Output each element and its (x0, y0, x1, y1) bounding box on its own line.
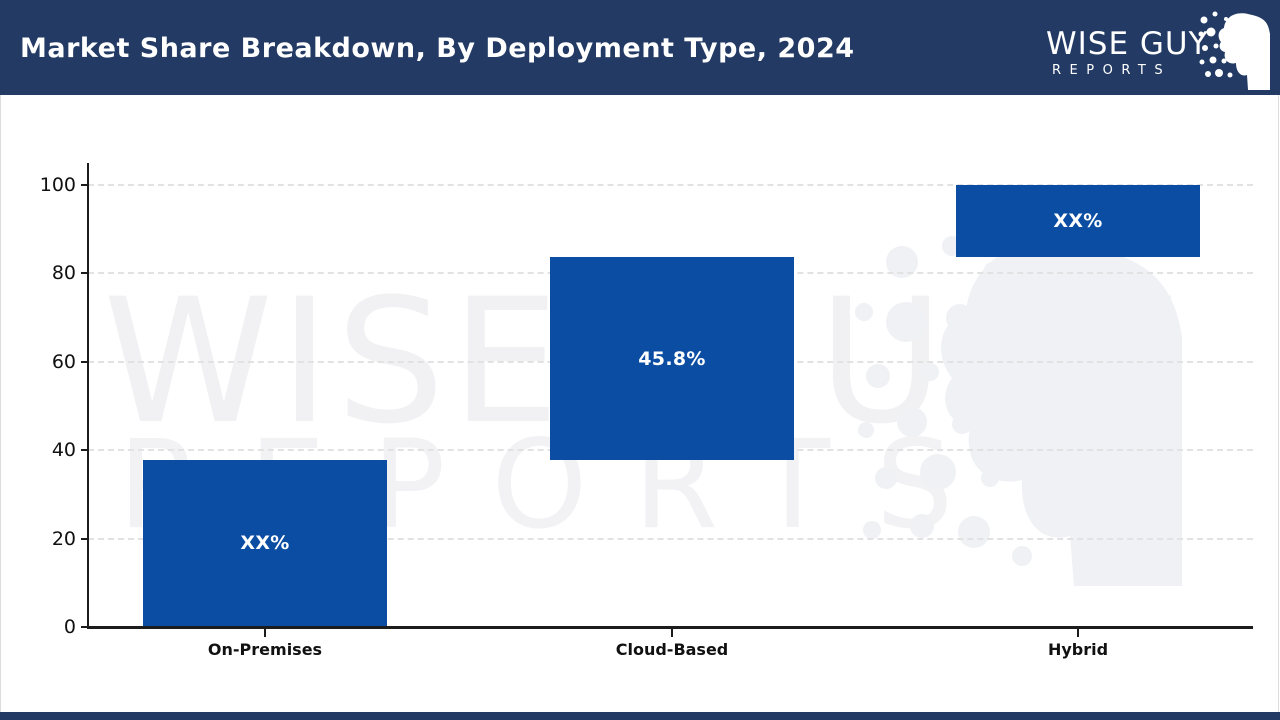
category-label-on-premises: On-Premises (207, 640, 323, 659)
brand-head-icon (1198, 11, 1270, 90)
chart-title: Market Share Breakdown, By Deployment Ty… (20, 33, 855, 64)
x-tickmark-1 (671, 629, 673, 637)
y-tick-label-20: 20 (51, 527, 76, 550)
header-bar: Market Share Breakdown, By Deployment Ty… (0, 0, 1280, 95)
bar-cloud-based: 45.8% (550, 257, 794, 460)
gridline-100 (88, 184, 1253, 186)
y-tickmark-20 (81, 537, 88, 540)
y-tick-label-80: 80 (51, 262, 76, 285)
y-tickmark-0 (81, 626, 88, 628)
y-tick-label-60: 60 (51, 350, 76, 373)
brand-logo-subtitle: REPORTS (1052, 63, 1172, 78)
x-axis-line (87, 626, 1253, 629)
y-tickmark-100 (81, 184, 88, 186)
category-label-cloud-based: Cloud-Based (615, 640, 729, 659)
y-axis-line (87, 163, 89, 629)
y-tick-label-40: 40 (51, 439, 76, 462)
brand-logo-name: WISE GUY (1046, 26, 1209, 62)
x-tickmark-0 (264, 629, 266, 637)
category-label-hybrid: Hybrid (1047, 640, 1109, 659)
y-tick-label-100: 100 (39, 174, 76, 196)
bar-value-label: 45.8% (638, 347, 706, 370)
page-border-right (1278, 95, 1279, 712)
y-tickmark-40 (81, 449, 88, 452)
watermark-face-logo (842, 226, 1182, 589)
bar-value-label: XX% (1053, 210, 1103, 233)
bar-on-premises: XX% (143, 459, 387, 627)
watermark-head-icon (855, 236, 1182, 586)
brand-logo: WISE GUY REPORTS (1008, 6, 1270, 90)
footer-bar (0, 712, 1280, 720)
page-border-left (0, 95, 1, 712)
gridline-20 (88, 537, 1253, 540)
y-tick-label-0: 0 (63, 616, 76, 638)
y-tickmark-80 (81, 272, 88, 275)
bar-value-label: XX% (240, 532, 290, 555)
x-tickmark-2 (1077, 629, 1079, 637)
bar-hybrid: XX% (956, 185, 1200, 258)
y-tickmark-60 (81, 360, 88, 363)
